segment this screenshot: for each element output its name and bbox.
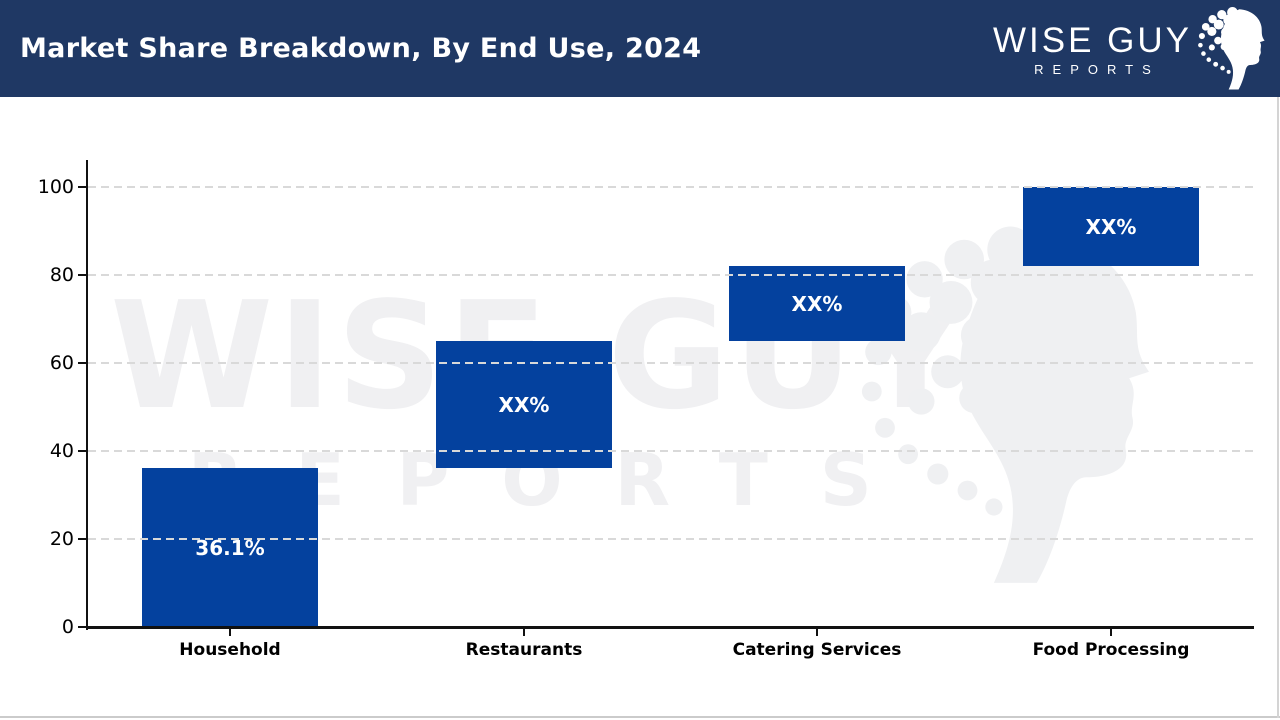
y-tick-label-40: 40 (49, 440, 74, 462)
y-tick-label-80: 80 (49, 264, 74, 286)
bar-catering-services (729, 266, 905, 341)
category-label-household: Household (179, 640, 281, 660)
y-tick-label-0: 0 (61, 616, 74, 638)
y-tick-20 (78, 538, 86, 540)
bar-label-household: 36.1% (195, 535, 265, 560)
gridline-100 (88, 186, 1254, 188)
y-tick-40 (78, 450, 86, 452)
page-border-right (1277, 97, 1279, 718)
brand-logo: WISE GUY REPORTS (993, 5, 1274, 93)
y-tick-100 (78, 186, 86, 188)
gridline-20 (88, 538, 1254, 540)
x-tick-3 (1110, 629, 1112, 636)
y-tick-label-100: 100 (37, 176, 74, 198)
header-bar: Market Share Breakdown, By End Use, 2024… (0, 0, 1280, 97)
y-tick-80 (78, 274, 86, 276)
category-label-catering-services: Catering Services (732, 640, 902, 660)
brand-wordmark: WISE GUY REPORTS (993, 21, 1192, 77)
x-axis-line (86, 626, 1254, 629)
brand-face-icon (1198, 7, 1265, 90)
bar-food-processing (1023, 187, 1199, 267)
bar-household (142, 468, 318, 627)
x-tick-0 (229, 629, 231, 636)
page-title: Market Share Breakdown, By End Use, 2024 (20, 33, 702, 64)
bar-label-restaurants: XX% (498, 392, 550, 417)
y-axis-line (86, 160, 88, 630)
bar-label-food-processing: XX% (1085, 214, 1137, 239)
page-border-bottom (0, 716, 1280, 718)
y-tick-60 (78, 362, 86, 364)
bar-label-catering-services: XX% (791, 291, 843, 316)
gridline-40 (88, 450, 1254, 452)
y-tick-label-20: 20 (49, 528, 74, 550)
x-tick-2 (816, 629, 818, 636)
category-label-food-processing: Food Processing (1032, 640, 1190, 660)
x-tick-1 (523, 629, 525, 636)
brand-subtitle: REPORTS (1034, 62, 1160, 77)
y-tick-0 (78, 626, 86, 628)
y-tick-label-60: 60 (49, 352, 74, 374)
gridline-60 (88, 362, 1254, 364)
category-label-restaurants: Restaurants (465, 640, 583, 660)
gridline-80 (88, 274, 1254, 276)
brand-name: WISE GUY (992, 21, 1192, 60)
